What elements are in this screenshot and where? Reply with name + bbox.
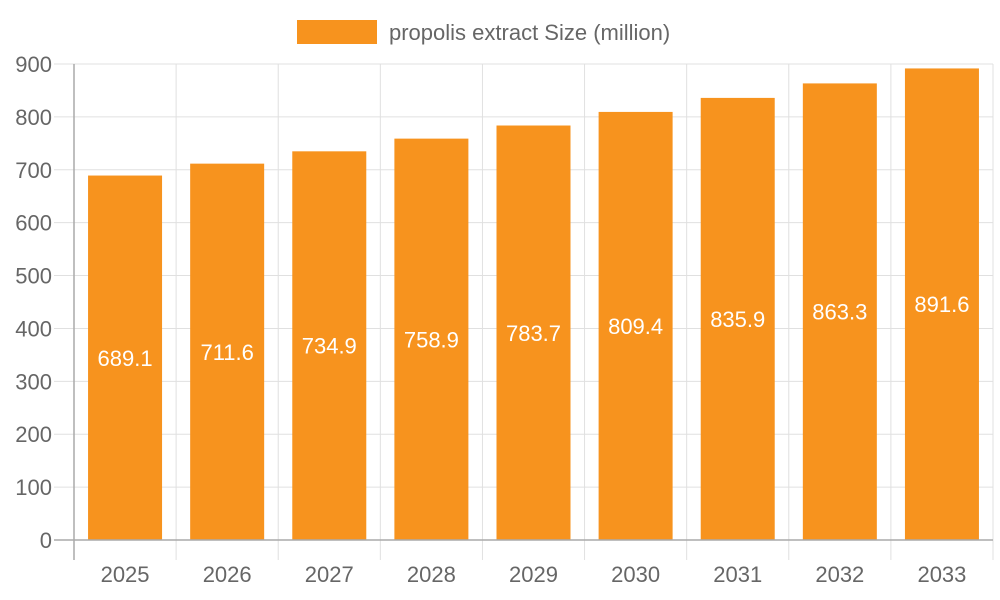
bar-2029 xyxy=(496,125,571,541)
y-tick-label: 800 xyxy=(15,105,52,130)
y-tick-label: 400 xyxy=(15,316,52,341)
x-tick-label: 2025 xyxy=(101,562,150,587)
bar-2031 xyxy=(700,97,775,540)
data-label: 891.6 xyxy=(914,292,969,317)
bars xyxy=(88,68,979,541)
bar-2033 xyxy=(904,68,979,541)
y-tick-label: 300 xyxy=(15,369,52,394)
y-tick-label: 600 xyxy=(15,211,52,236)
data-label: 711.6 xyxy=(200,340,253,365)
y-tick-label: 700 xyxy=(15,158,52,183)
x-tick-label: 2032 xyxy=(815,562,864,587)
data-label: 689.1 xyxy=(98,346,153,371)
x-tick-label: 2030 xyxy=(611,562,660,587)
y-tick-label: 900 xyxy=(15,52,52,77)
bar-2026 xyxy=(190,163,265,540)
legend[interactable]: propolis extract Size (million) xyxy=(297,20,670,45)
data-label: 809.4 xyxy=(608,314,663,339)
y-tick-label: 0 xyxy=(40,528,52,553)
data-label: 734.9 xyxy=(302,334,357,359)
x-tick-label: 2029 xyxy=(509,562,558,587)
data-labels: 689.1 711.6 734.9 758.9 783.7 809.4 835.9 863.3… xyxy=(98,292,970,371)
x-tick-label: 2028 xyxy=(407,562,456,587)
x-tick-label: 2031 xyxy=(713,562,762,587)
y-tick-label: 100 xyxy=(15,475,52,500)
x-tick-label: 2033 xyxy=(917,562,966,587)
data-label: 863.3 xyxy=(812,300,867,325)
data-label: 783.7 xyxy=(506,321,561,346)
bar-2030 xyxy=(598,111,673,541)
axes: 0 100 200 300 400 500 600 700 800 900 2025 2026 2027… xyxy=(15,52,993,587)
data-label: 835.9 xyxy=(710,307,765,332)
bar-2032 xyxy=(802,83,877,541)
x-tick-label: 2027 xyxy=(305,562,354,587)
y-tick-label: 500 xyxy=(15,264,52,289)
data-label: 758.9 xyxy=(404,327,459,352)
bar-2027 xyxy=(292,151,367,540)
bar-2028 xyxy=(394,138,469,540)
x-tick-label: 2026 xyxy=(203,562,252,587)
legend-swatch xyxy=(297,20,377,44)
y-tick-label: 200 xyxy=(15,422,52,447)
legend-label: propolis extract Size (million) xyxy=(389,20,670,45)
bar-2025 xyxy=(88,175,163,540)
